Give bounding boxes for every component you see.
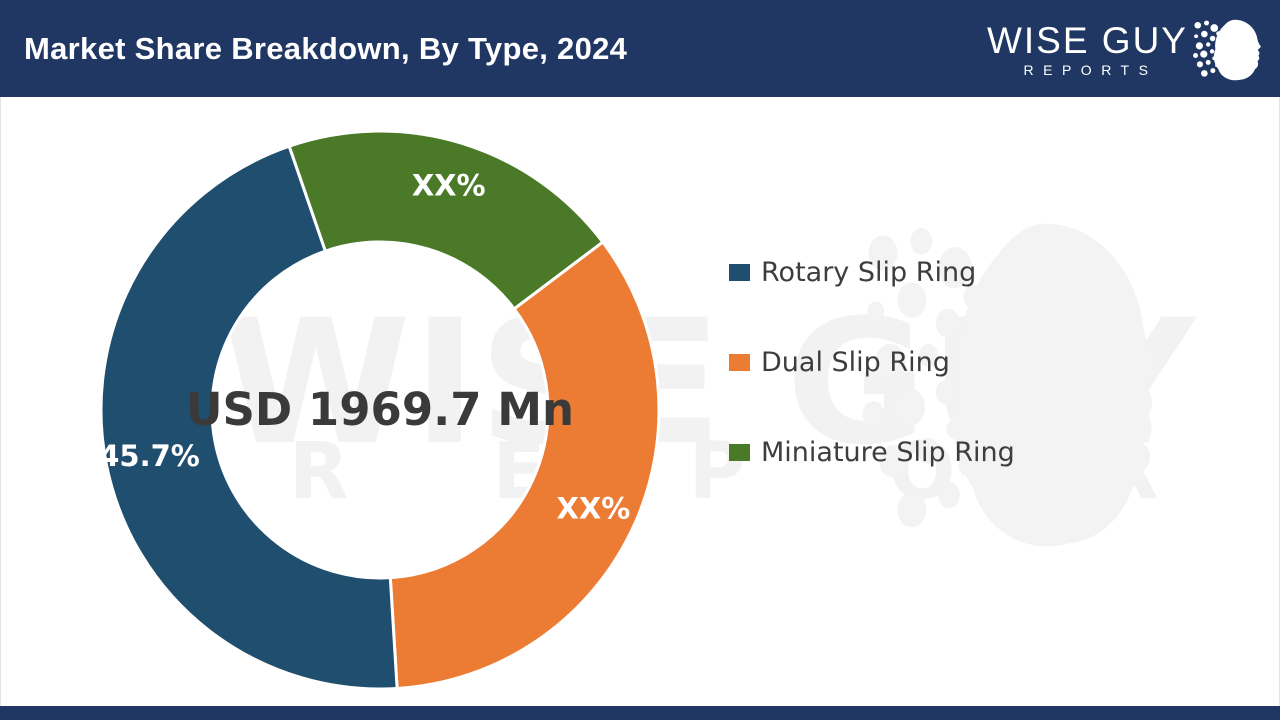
legend-label: Miniature Slip Ring	[761, 436, 1015, 468]
legend-item-rotary-slip-ring: Rotary Slip Ring	[729, 256, 1015, 288]
slice-percent-label: XX%	[557, 491, 631, 525]
legend-label: Dual Slip Ring	[761, 346, 950, 378]
logo-wordmark: WISE GUY	[986, 20, 1188, 61]
legend-label: Rotary Slip Ring	[761, 256, 977, 288]
logo-face-icon	[1192, 17, 1264, 83]
header-bar: Market Share Breakdown, By Type, 2024 WI…	[0, 0, 1280, 97]
legend-swatch-rotary	[729, 263, 750, 281]
logo-subtitle: REPORTS	[1023, 62, 1158, 78]
page-title: Market Share Breakdown, By Type, 2024	[24, 30, 628, 66]
slice-percent-label: XX%	[412, 168, 486, 202]
legend-item-dual-slip-ring: Dual Slip Ring	[729, 346, 1015, 378]
slice-percent-label: 45.7%	[99, 439, 200, 473]
footer-bar	[0, 706, 1280, 720]
legend-item-miniature-slip-ring: Miniature Slip Ring	[729, 436, 1015, 468]
donut-slice-rotary-slip-ring	[99, 144, 399, 691]
donut-slice-miniature-slip-ring	[287, 129, 605, 311]
legend-swatch-miniature	[729, 443, 750, 461]
donut-chart: XX% XX% 45.7%	[99, 129, 661, 691]
chart-area: WISE GUY R E P O R T S XX%XX%45.7% USD 1…	[0, 97, 1280, 706]
donut-slice-dual-slip-ring	[388, 239, 661, 691]
logo-text: WISE GUY REPORTS	[986, 20, 1188, 79]
wise-guy-reports-logo: WISE GUY REPORTS	[987, 6, 1264, 94]
donut-center-value: USD 1969.7 Mn	[185, 383, 575, 436]
chart-legend: Rotary Slip Ring Dual Slip Ring Miniatur…	[729, 256, 1015, 528]
legend-swatch-dual	[729, 353, 750, 371]
